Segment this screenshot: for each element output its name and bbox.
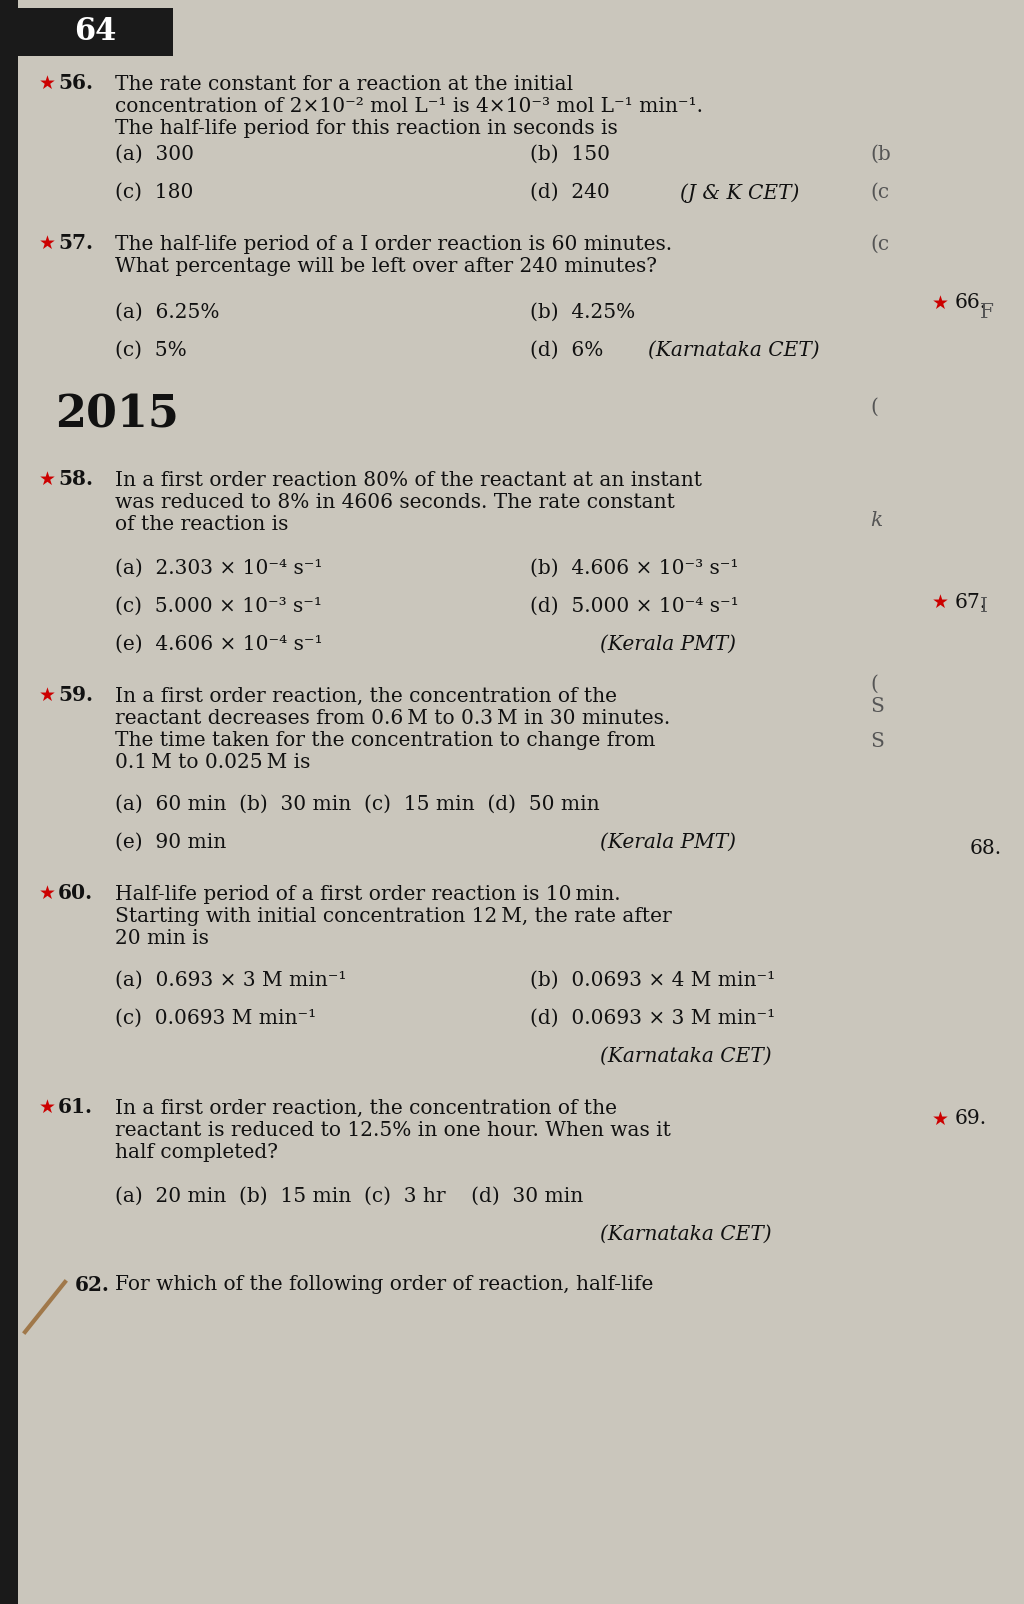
Text: S: S (870, 698, 884, 715)
Text: (c)  0.0693 M min⁻¹: (c) 0.0693 M min⁻¹ (115, 1009, 316, 1028)
Text: S: S (870, 731, 884, 751)
Text: (c: (c (870, 236, 889, 253)
Text: ★: ★ (39, 74, 55, 93)
Text: In a first order reaction 80% of the reactant at an instant
was reduced to 8% in: In a first order reaction 80% of the rea… (115, 472, 702, 534)
Bar (0, 0, 18, 1604)
Text: The half-life period of a I order reaction is 60 minutes.
What percentage will b: The half-life period of a I order reacti… (115, 236, 672, 276)
Text: 62.: 62. (75, 1275, 110, 1294)
Text: (b)  0.0693 × 4 M min⁻¹: (b) 0.0693 × 4 M min⁻¹ (530, 970, 775, 990)
Text: (c)  5.000 × 10⁻³ s⁻¹: (c) 5.000 × 10⁻³ s⁻¹ (115, 597, 322, 616)
Text: 64: 64 (74, 16, 116, 48)
Text: (b)  4.25%: (b) 4.25% (530, 303, 635, 322)
Text: k: k (870, 512, 883, 529)
Text: (Karnataka CET): (Karnataka CET) (648, 342, 819, 359)
Text: (d)  240: (d) 240 (530, 183, 609, 202)
Text: In a first order reaction, the concentration of the
reactant is reduced to 12.5%: In a first order reaction, the concentra… (115, 1099, 671, 1161)
Text: ★: ★ (39, 234, 55, 252)
Text: 58.: 58. (58, 468, 93, 489)
Text: (e)  4.606 × 10⁻⁴ s⁻¹: (e) 4.606 × 10⁻⁴ s⁻¹ (115, 635, 323, 654)
Text: (J & K CET): (J & K CET) (680, 183, 800, 202)
Text: 2015: 2015 (55, 393, 179, 436)
Text: (Kerala PMT): (Kerala PMT) (600, 832, 736, 852)
Text: (b)  150: (b) 150 (530, 144, 610, 164)
Text: 59.: 59. (58, 685, 93, 706)
Text: (b: (b (870, 144, 891, 164)
Text: 61.: 61. (58, 1097, 93, 1116)
Text: 69.: 69. (955, 1110, 987, 1129)
Text: 57.: 57. (58, 233, 93, 253)
Text: (b)  4.606 × 10⁻³ s⁻¹: (b) 4.606 × 10⁻³ s⁻¹ (530, 560, 738, 577)
Text: (: ( (870, 398, 878, 417)
Text: (a)  6.25%: (a) 6.25% (115, 303, 219, 322)
Text: 56.: 56. (58, 74, 93, 93)
Text: 60.: 60. (58, 882, 93, 903)
Text: The rate constant for a reaction at the initial
concentration of 2×10⁻² mol L⁻¹ : The rate constant for a reaction at the … (115, 75, 703, 138)
Text: (c)  180: (c) 180 (115, 183, 194, 202)
Bar (18, 8, 173, 56)
Text: ★: ★ (39, 884, 55, 903)
Text: ★: ★ (39, 470, 55, 489)
Text: (: ( (870, 675, 878, 695)
Text: (c: (c (870, 183, 889, 202)
Text: (Karnataka CET): (Karnataka CET) (600, 1225, 772, 1245)
Text: ★: ★ (39, 685, 55, 704)
Text: For which of the following order of reaction, half-life: For which of the following order of reac… (115, 1275, 653, 1294)
Text: (Karnataka CET): (Karnataka CET) (600, 1047, 772, 1067)
Text: F: F (980, 303, 994, 322)
Text: (c)  5%: (c) 5% (115, 342, 186, 359)
Text: (e)  90 min: (e) 90 min (115, 832, 226, 852)
Text: (d)  5.000 × 10⁻⁴ s⁻¹: (d) 5.000 × 10⁻⁴ s⁻¹ (530, 597, 738, 616)
Text: (a)  0.693 × 3 M min⁻¹: (a) 0.693 × 3 M min⁻¹ (115, 970, 346, 990)
Text: ★: ★ (932, 294, 948, 313)
Text: (d)  6%: (d) 6% (530, 342, 603, 359)
Text: (Kerala PMT): (Kerala PMT) (600, 635, 736, 654)
Text: ★: ★ (932, 592, 948, 611)
Text: (a)  20 min  (b)  15 min  (c)  3 hr    (d)  30 min: (a) 20 min (b) 15 min (c) 3 hr (d) 30 mi… (115, 1187, 584, 1206)
Text: 68.: 68. (970, 839, 1002, 858)
Text: 67.: 67. (955, 592, 987, 611)
Text: (a)  300: (a) 300 (115, 144, 194, 164)
Text: (a)  60 min  (b)  30 min  (c)  15 min  (d)  50 min: (a) 60 min (b) 30 min (c) 15 min (d) 50 … (115, 796, 600, 813)
Text: ★: ★ (39, 1097, 55, 1116)
Text: In a first order reaction, the concentration of the
reactant decreases from 0.6 : In a first order reaction, the concentra… (115, 687, 671, 772)
Text: (d)  0.0693 × 3 M min⁻¹: (d) 0.0693 × 3 M min⁻¹ (530, 1009, 775, 1028)
Text: Half-life period of a first order reaction is 10 min.
Starting with initial conc: Half-life period of a first order reacti… (115, 885, 672, 948)
Text: (a)  2.303 × 10⁻⁴ s⁻¹: (a) 2.303 × 10⁻⁴ s⁻¹ (115, 560, 323, 577)
Text: ★: ★ (932, 1110, 948, 1129)
Text: 66.: 66. (955, 294, 987, 313)
Text: I: I (980, 597, 988, 616)
